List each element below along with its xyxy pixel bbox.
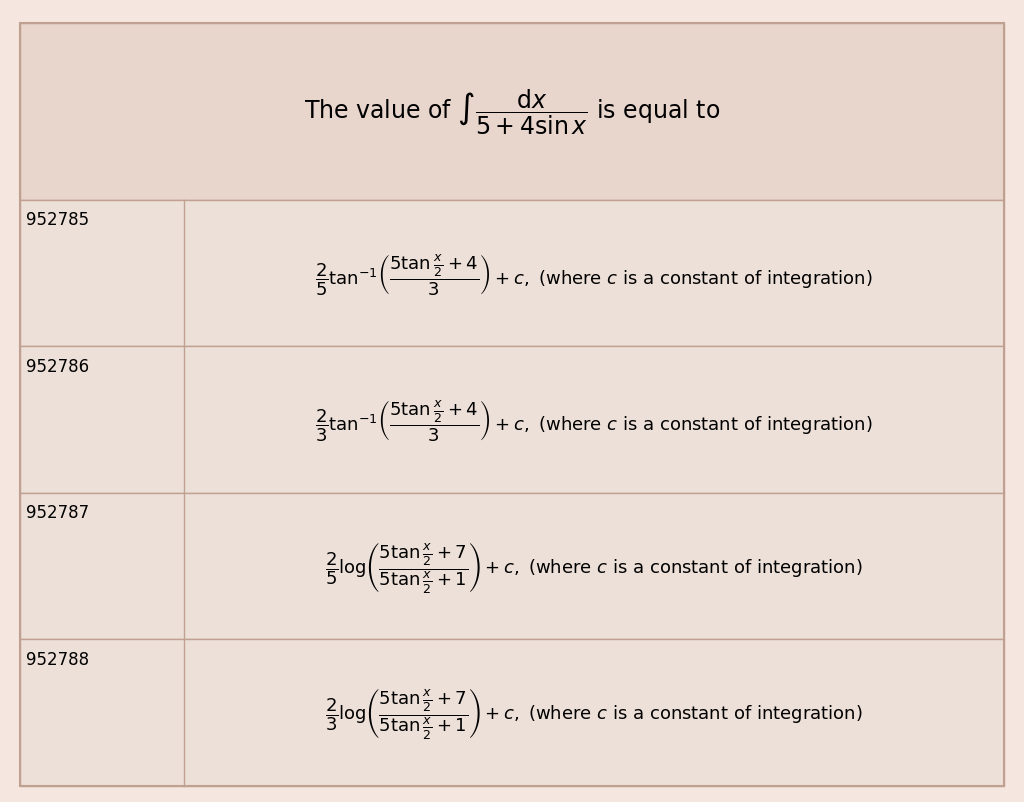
Bar — [20, 200, 1004, 346]
Text: $\dfrac{2}{3}\log\!\left(\dfrac{5\tan\frac{x}{2}+7}{5\tan\frac{x}{2}+1}\right) +: $\dfrac{2}{3}\log\!\left(\dfrac{5\tan\fr… — [326, 686, 862, 740]
Text: $\dfrac{2}{5}\tan^{-1}\!\left(\dfrac{5\tan\frac{x}{2}+4}{3}\right) + c,\ \text{(: $\dfrac{2}{5}\tan^{-1}\!\left(\dfrac{5\t… — [315, 251, 872, 296]
Text: 952787: 952787 — [26, 504, 89, 521]
Text: $\dfrac{2}{3}\tan^{-1}\!\left(\dfrac{5\tan\frac{x}{2}+4}{3}\right) + c,\ \text{(: $\dfrac{2}{3}\tan^{-1}\!\left(\dfrac{5\t… — [315, 398, 872, 443]
Bar — [20, 493, 1004, 640]
Text: 952785: 952785 — [26, 211, 89, 229]
Text: 952786: 952786 — [26, 358, 89, 375]
Bar — [20, 640, 1004, 786]
Text: $\dfrac{2}{5}\log\!\left(\dfrac{5\tan\frac{x}{2}+7}{5\tan\frac{x}{2}+1}\right) +: $\dfrac{2}{5}\log\!\left(\dfrac{5\tan\fr… — [326, 539, 862, 593]
Bar — [20, 24, 1004, 200]
Text: 952788: 952788 — [26, 650, 89, 668]
Text: The value of $\int \dfrac{\mathrm{d}x}{5 + 4\sin x}$ is equal to: The value of $\int \dfrac{\mathrm{d}x}{5… — [304, 87, 720, 137]
Bar — [20, 346, 1004, 493]
